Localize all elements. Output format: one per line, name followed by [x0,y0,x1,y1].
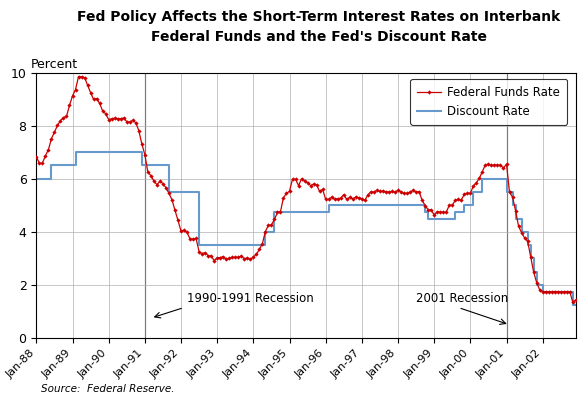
Legend: Federal Funds Rate, Discount Rate: Federal Funds Rate, Discount Rate [410,79,567,125]
Federal Funds Rate [570,300,577,305]
Discount Rate [419,203,426,208]
Text: Fed Policy Affects the Short-Term Interest Rates on Interbank: Fed Policy Affects the Short-Term Intere… [77,10,561,24]
Federal Funds Rate [515,224,522,228]
Discount Rate [479,190,486,194]
Discount Rate [479,176,486,181]
Text: Percent: Percent [31,57,78,70]
Text: Source:  Federal Reserve.: Source: Federal Reserve. [41,384,174,394]
Federal Funds Rate [557,290,564,295]
Federal Funds Rate [42,153,49,158]
Federal Funds Rate [75,74,82,79]
Federal Funds Rate [572,297,579,302]
Text: Federal Funds and the Fed's Discount Rate: Federal Funds and the Fed's Discount Rat… [151,30,487,44]
Federal Funds Rate [33,154,40,159]
Discount Rate [139,150,146,154]
Federal Funds Rate [241,256,248,261]
Discount Rate [570,303,577,307]
Discount Rate [452,209,459,214]
Discount Rate [72,150,79,154]
Discount Rate [572,303,579,307]
Federal Funds Rate [99,109,106,113]
Federal Funds Rate [147,173,154,178]
Text: 2001 Recession: 2001 Recession [416,292,508,305]
Discount Rate [425,216,432,221]
Line: Federal Funds Rate: Federal Funds Rate [35,75,577,304]
Text: 1990-1991 Recession: 1990-1991 Recession [187,292,314,305]
Discount Rate [33,176,40,181]
Line: Discount Rate: Discount Rate [37,152,576,305]
